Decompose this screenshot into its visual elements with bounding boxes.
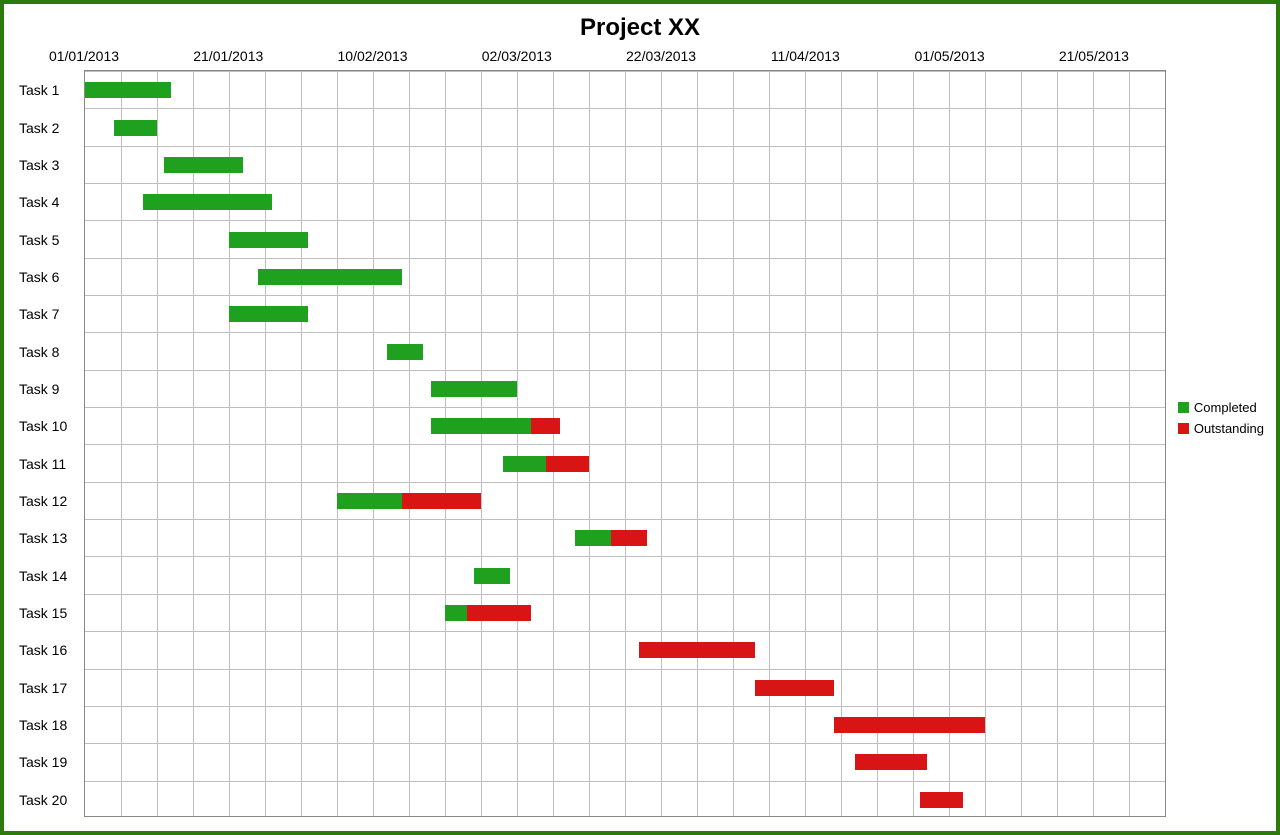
task-row: Task 4 [85,183,1165,220]
task-row: Task 18 [85,706,1165,743]
bar-segment-completed [143,194,273,210]
task-row: Task 19 [85,743,1165,780]
task-row: Task 8 [85,332,1165,369]
bar-segment-completed [474,568,510,584]
bar-segment-completed [164,157,243,173]
chart-title: Project XX [4,4,1276,46]
bar-segment-outstanding [546,456,589,472]
bar-segment-outstanding [755,680,834,696]
bar-segment-completed [229,232,308,248]
task-row: Task 6 [85,258,1165,295]
task-label: Task 13 [19,530,79,546]
x-axis-label: 21/01/2013 [193,48,263,64]
x-axis-label: 02/03/2013 [482,48,552,64]
x-axis-label: 10/02/2013 [337,48,407,64]
task-label: Task 3 [19,157,79,173]
legend-swatch [1178,402,1189,413]
task-label: Task 20 [19,792,79,808]
task-row: Task 14 [85,556,1165,593]
task-row: Task 1 [85,71,1165,108]
task-label: Task 11 [19,456,79,472]
bar-segment-outstanding [639,642,754,658]
bar-segment-outstanding [467,605,532,621]
bar-segment-completed [229,306,308,322]
task-label: Task 18 [19,717,79,733]
legend-swatch [1178,423,1189,434]
bar-segment-outstanding [611,530,647,546]
task-row: Task 20 [85,781,1165,818]
bar-segment-completed [503,456,546,472]
chart-area: 01/01/2013 21/01/2013 10/02/2013 02/03/2013… [18,46,1166,817]
bar-segment-completed [445,605,467,621]
task-row: Task 13 [85,519,1165,556]
bar-segment-completed [575,530,611,546]
task-row: Task 16 [85,631,1165,668]
task-row: Task 3 [85,146,1165,183]
task-row: Task 11 [85,444,1165,481]
chart-frame: Project XX 01/01/2013 21/01/2013 10/02/201… [0,0,1280,835]
x-axis-label: 11/04/2013 [771,48,840,64]
bar-segment-outstanding [531,418,560,434]
bar-segment-outstanding [920,792,963,808]
task-label: Task 9 [19,381,79,397]
x-axis: 01/01/2013 21/01/2013 10/02/2013 02/03/2013… [18,46,1166,70]
legend-item: Outstanding [1178,421,1264,436]
legend-item: Completed [1178,400,1264,415]
bar-segment-outstanding [402,493,481,509]
legend: Completed Outstanding [1178,394,1264,442]
task-row: Task 2 [85,108,1165,145]
task-label: Task 7 [19,306,79,322]
bar-segment-completed [85,82,171,98]
task-label: Task 1 [19,82,79,98]
task-row: Task 7 [85,295,1165,332]
bar-segment-completed [337,493,402,509]
task-label: Task 2 [19,120,79,136]
x-axis-label: 01/05/2013 [915,48,985,64]
task-row: Task 12 [85,482,1165,519]
x-axis-label: 22/03/2013 [626,48,696,64]
bar-segment-outstanding [855,754,927,770]
task-row: Task 17 [85,669,1165,706]
task-label: Task 14 [19,568,79,584]
plot-area: Task 1Task 2Task 3Task 4Task 5Task 6Task… [84,70,1166,817]
task-label: Task 19 [19,754,79,770]
task-label: Task 17 [19,680,79,696]
legend-label: Outstanding [1194,421,1264,436]
task-row: Task 5 [85,220,1165,257]
x-axis-label: 21/05/2013 [1059,48,1129,64]
task-label: Task 12 [19,493,79,509]
bar-segment-completed [431,418,532,434]
task-label: Task 10 [19,418,79,434]
bar-segment-completed [258,269,402,285]
bar-segment-completed [431,381,517,397]
task-label: Task 6 [19,269,79,285]
task-row: Task 10 [85,407,1165,444]
bar-segment-completed [387,344,423,360]
legend-label: Completed [1194,400,1257,415]
task-label: Task 15 [19,605,79,621]
task-label: Task 16 [19,642,79,658]
task-row: Task 15 [85,594,1165,631]
task-row: Task 9 [85,370,1165,407]
task-label: Task 4 [19,194,79,210]
bar-segment-outstanding [834,717,985,733]
task-label: Task 5 [19,232,79,248]
bar-segment-completed [114,120,157,136]
task-label: Task 8 [19,344,79,360]
x-axis-label: 01/01/2013 [49,48,119,64]
